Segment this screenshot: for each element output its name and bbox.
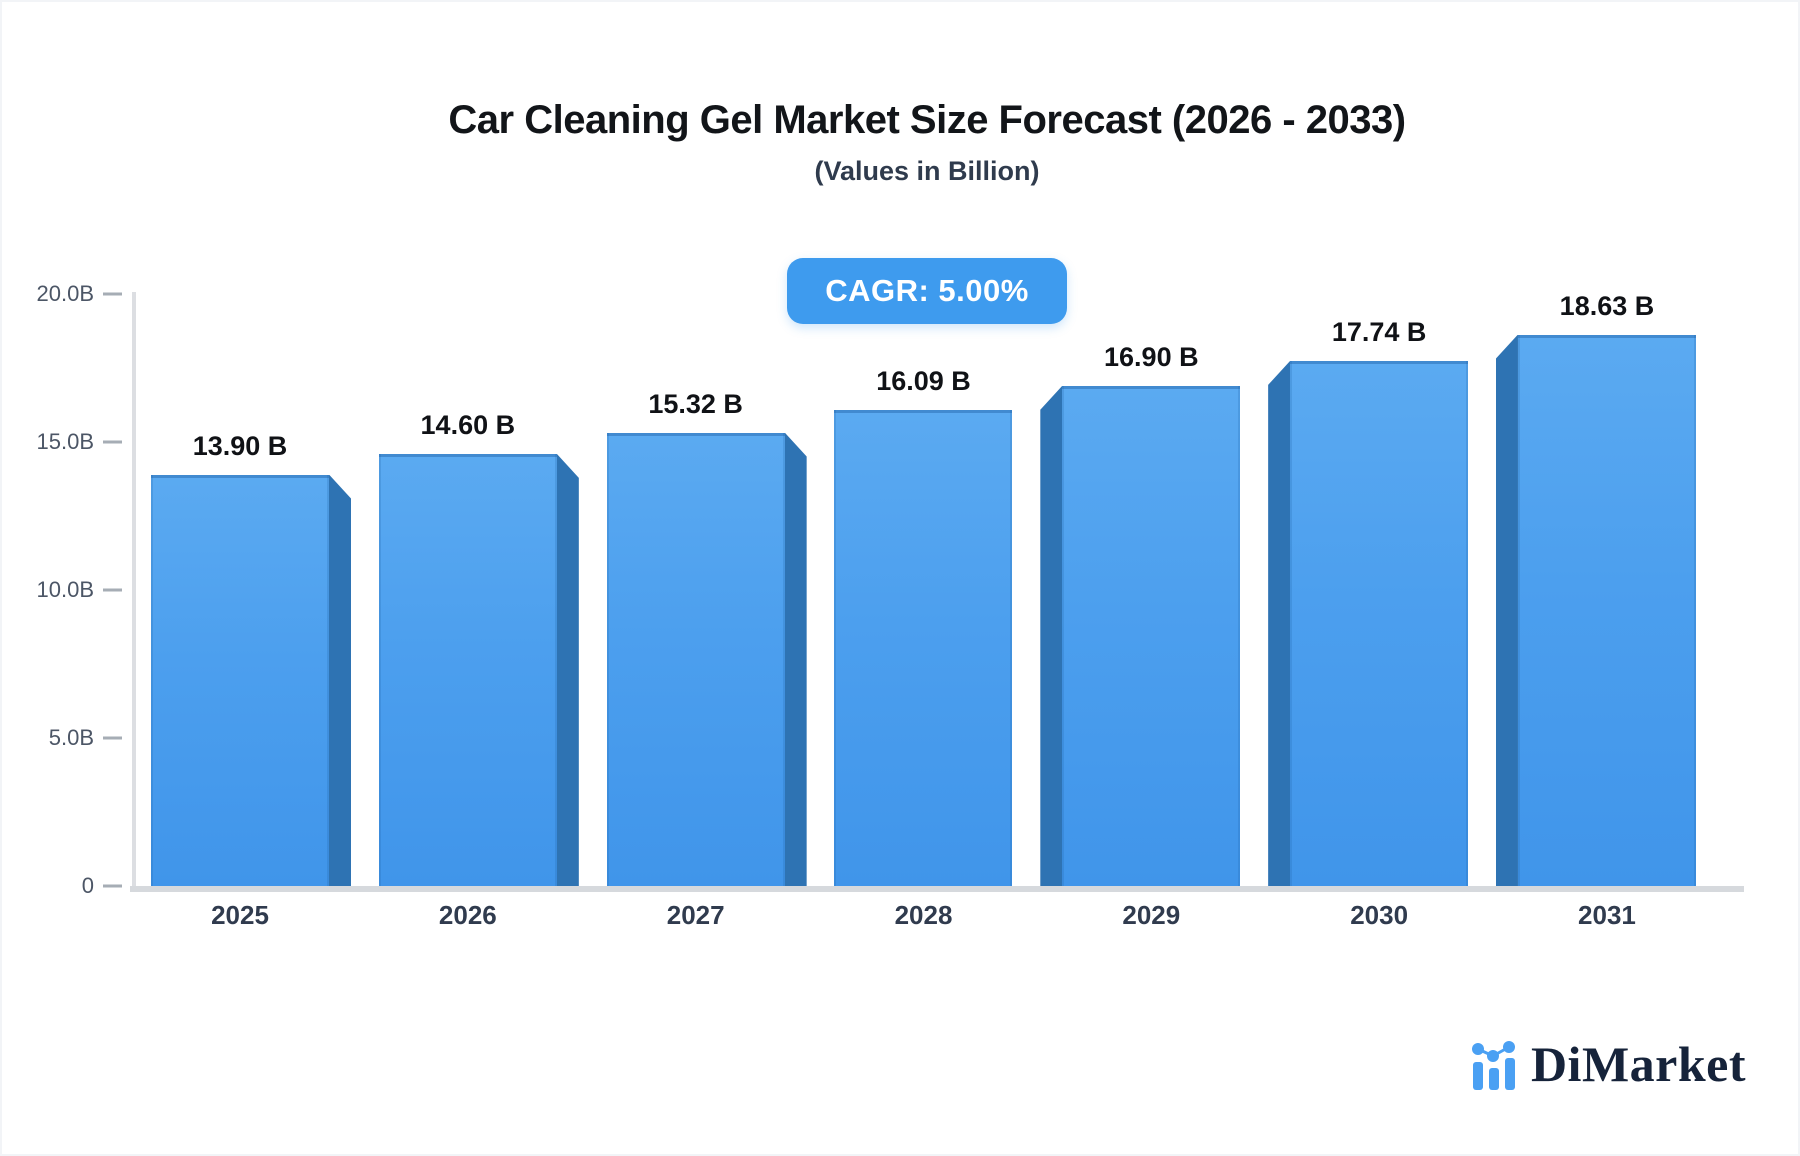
bar-2025[interactable] <box>151 474 329 886</box>
y-axis-tick-mark <box>103 884 122 888</box>
y-axis-tick-label: 0 <box>81 873 94 898</box>
x-axis-label-2026: 2026 <box>438 900 497 930</box>
bar-side-face-2031 <box>1495 334 1518 886</box>
y-axis-line <box>132 292 136 889</box>
bar-2031[interactable] <box>1517 334 1696 886</box>
x-axis-label-2030: 2030 <box>1350 900 1409 930</box>
bar-2029[interactable] <box>1062 385 1241 886</box>
bar-value-label: 18.63 B <box>1559 290 1655 321</box>
y-axis-tick-mark <box>103 440 122 444</box>
bar-side-face-2030 <box>1268 360 1291 886</box>
x-axis-label-2028: 2028 <box>894 900 953 930</box>
bar-2027[interactable] <box>606 432 785 886</box>
bar-value-label: 13.90 B <box>192 430 288 461</box>
bar-2028[interactable] <box>834 409 1013 886</box>
cagr-badge-row: CAGR: 5.00% <box>52 258 1798 324</box>
bar-value-label: 16.09 B <box>876 365 971 396</box>
bar-2030[interactable] <box>1290 360 1469 886</box>
bar-2026[interactable] <box>378 453 557 886</box>
y-axis-tick-mark <box>103 588 122 592</box>
bar-side-face-2026 <box>556 453 579 886</box>
bar-value-label: 16.90 B <box>1104 341 1199 372</box>
bar-side-face-2027 <box>784 432 807 886</box>
y-axis-tick-label: 5.0B <box>48 725 94 750</box>
bar-value-label: 15.32 B <box>648 388 743 419</box>
x-axis-label-2027: 2027 <box>666 900 725 930</box>
x-axis-label-2025: 2025 <box>211 900 269 930</box>
bar-side-face-2029 <box>1040 385 1063 886</box>
y-axis-tick-mark <box>103 292 122 296</box>
y-axis-tick-label: 15.0B <box>36 429 95 454</box>
brand-logo: DiMarket <box>1471 1038 1746 1090</box>
y-axis-tick-mark <box>103 736 122 740</box>
x-axis-baseline <box>130 886 1744 892</box>
y-axis-tick-label: 10.0B <box>36 577 95 602</box>
brand-logo-text: DiMarket <box>1530 1036 1746 1092</box>
bar-value-label: 17.74 B <box>1331 316 1427 347</box>
bar-side-face-2025 <box>329 474 351 886</box>
mini-bar-chart-icon <box>1471 1041 1515 1090</box>
bar-value-label: 14.60 B <box>420 409 516 440</box>
x-axis-label-2029: 2029 <box>1122 900 1181 930</box>
cagr-badge: CAGR: 5.00% <box>787 258 1067 324</box>
chart-subtitle: (Values in Billion) <box>814 156 1040 186</box>
y-axis-tick-label: 20.0B <box>36 281 95 306</box>
x-axis-label-2031: 2031 <box>1578 900 1636 930</box>
chart-title: Car Cleaning Gel Market Size Forecast (2… <box>448 98 1406 142</box>
